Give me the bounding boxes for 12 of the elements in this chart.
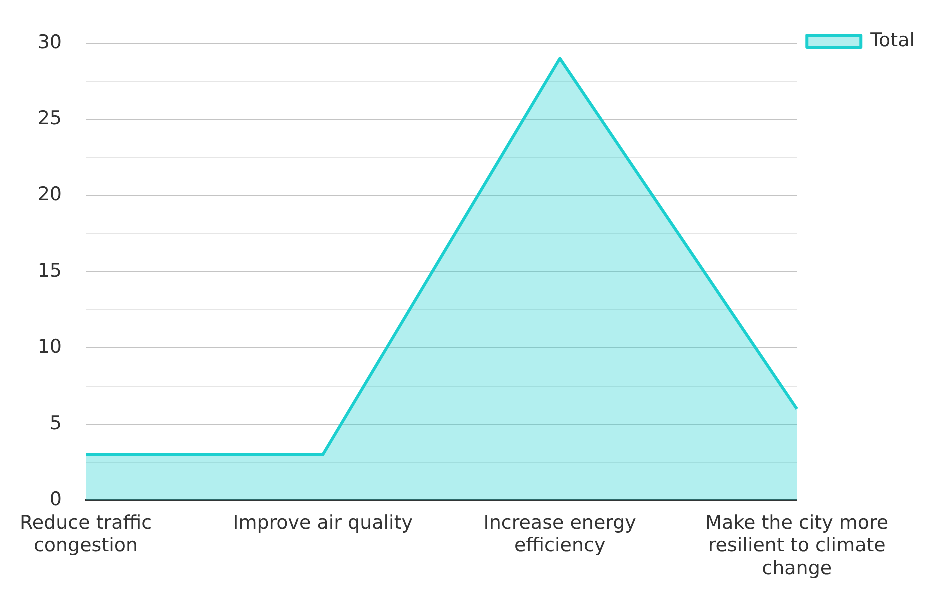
y-tick-label: 0	[50, 488, 62, 511]
y-tick-label: 10	[38, 336, 62, 358]
x-tick-label: Improve air quality	[233, 512, 414, 534]
y-tick-label: 15	[38, 260, 62, 282]
x-tick-label: Make the city more resilient to climate change	[706, 512, 889, 580]
y-tick-label: 20	[38, 184, 62, 206]
y-tick-label: 25	[38, 108, 62, 130]
y-tick-label: 5	[50, 412, 62, 434]
y-tick-label: 30	[38, 31, 62, 54]
x-tick-label: Reduce traffic congestion	[20, 512, 152, 557]
legend-label: Total	[870, 29, 915, 52]
x-tick-label: Increase energy efficiency	[484, 512, 636, 557]
